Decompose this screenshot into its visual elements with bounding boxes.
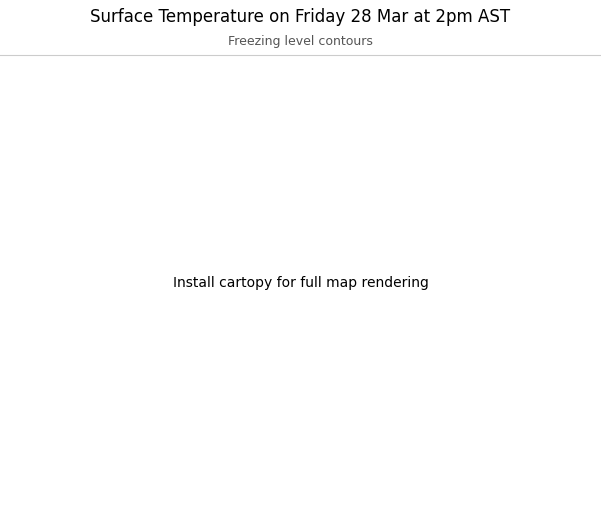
Text: Freezing level contours: Freezing level contours xyxy=(228,35,373,48)
Text: Surface Temperature on Friday 28 Mar at 2pm AST: Surface Temperature on Friday 28 Mar at … xyxy=(90,8,511,26)
Text: Install cartopy for full map rendering: Install cartopy for full map rendering xyxy=(172,276,429,290)
